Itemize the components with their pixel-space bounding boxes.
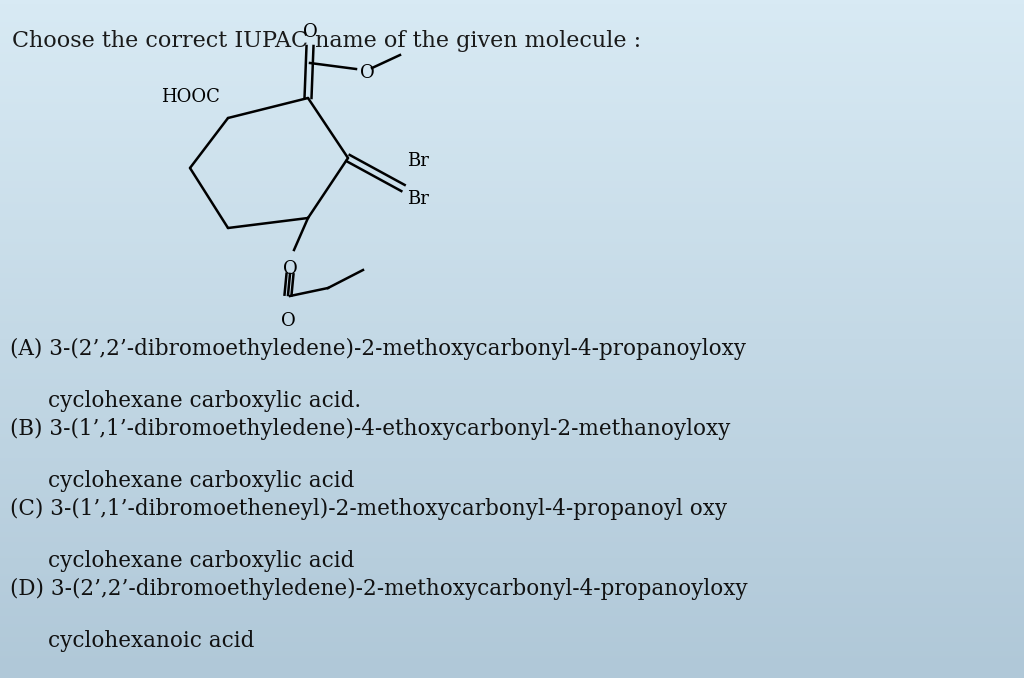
Text: cyclohexanoic acid: cyclohexanoic acid	[48, 630, 254, 652]
Text: cyclohexane carboxylic acid: cyclohexane carboxylic acid	[48, 550, 354, 572]
Text: Br: Br	[407, 190, 429, 208]
Text: O: O	[283, 260, 297, 278]
Text: (D) 3-(2’,2’-dibromoethyledene)-2-methoxycarbonyl-4-propanoyloxy: (D) 3-(2’,2’-dibromoethyledene)-2-methox…	[10, 578, 748, 600]
Text: O: O	[281, 312, 295, 330]
Text: Choose the correct IUPAC name of the given molecule :: Choose the correct IUPAC name of the giv…	[12, 30, 641, 52]
Text: O: O	[360, 64, 375, 82]
Text: O: O	[303, 23, 317, 41]
Text: cyclohexane carboxylic acid.: cyclohexane carboxylic acid.	[48, 390, 361, 412]
Text: Br: Br	[407, 152, 429, 170]
Text: HOOC: HOOC	[161, 88, 220, 106]
Text: (C) 3-(1’,1’-dibromoetheneyl)-2-methoxycarbonyl-4-propanoyl oxy: (C) 3-(1’,1’-dibromoetheneyl)-2-methoxyc…	[10, 498, 727, 520]
Text: (B) 3-(1’,1’-dibromoethyledene)-4-ethoxycarbonyl-2-methanoyloxy: (B) 3-(1’,1’-dibromoethyledene)-4-ethoxy…	[10, 418, 730, 440]
Text: (A) 3-(2’,2’-dibromoethyledene)-2-methoxycarbonyl-4-propanoyloxy: (A) 3-(2’,2’-dibromoethyledene)-2-methox…	[10, 338, 746, 360]
Text: cyclohexane carboxylic acid: cyclohexane carboxylic acid	[48, 470, 354, 492]
